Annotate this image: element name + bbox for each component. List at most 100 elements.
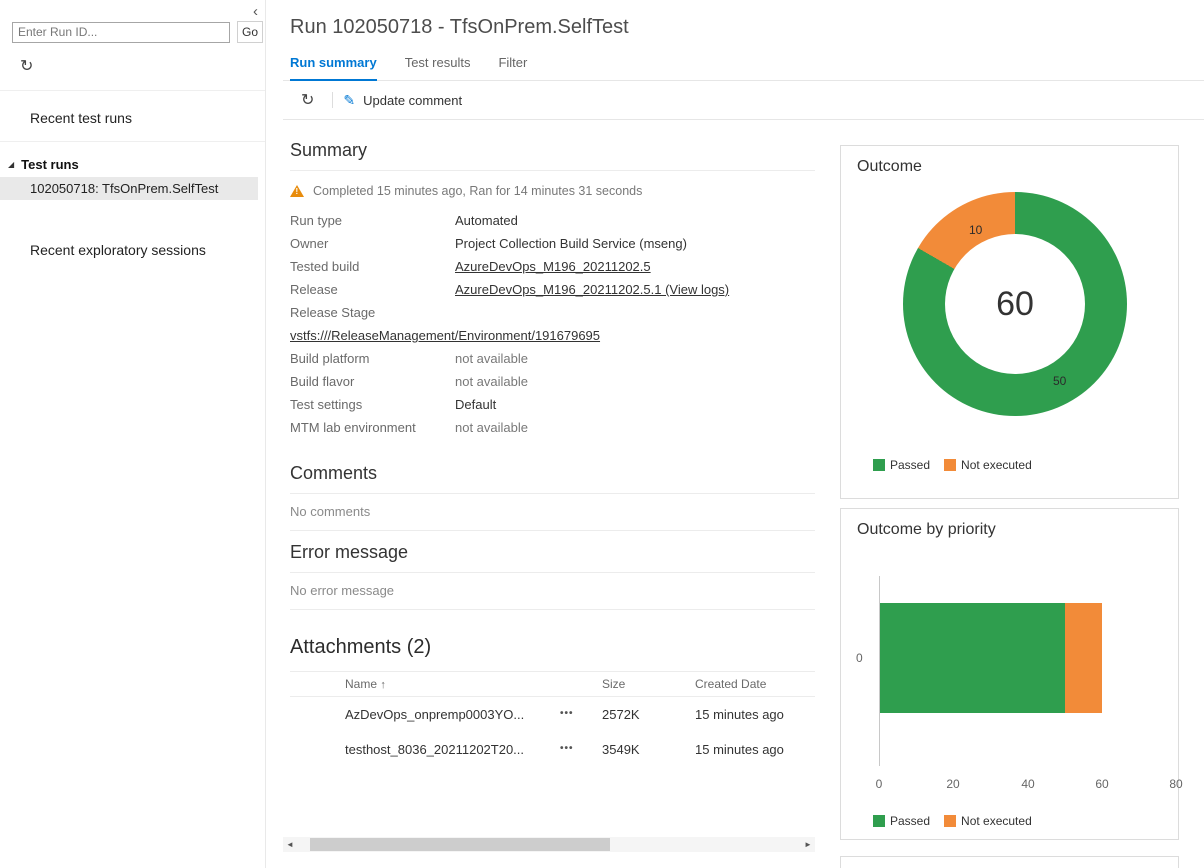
donut-label-not-executed: 10 bbox=[969, 223, 983, 237]
field-row: vstfs:///ReleaseManagement/Environment/1… bbox=[290, 324, 815, 347]
attachment-created: 15 minutes ago bbox=[695, 707, 784, 722]
outcome-donut-chart[interactable]: 10 50 60 bbox=[903, 192, 1127, 416]
x-tick: 0 bbox=[875, 777, 883, 791]
comments-heading: Comments bbox=[290, 452, 815, 494]
sidebar-item-selected-run[interactable]: 102050718: TfsOnPrem.SelfTest bbox=[0, 177, 258, 200]
field-value: Automated bbox=[455, 213, 518, 228]
field-row: Run type Automated bbox=[290, 209, 815, 232]
outcome-card: Outcome 10 50 60 Passed Not executed bbox=[840, 145, 1179, 499]
summary-heading: Summary bbox=[290, 129, 815, 171]
run-id-input[interactable] bbox=[12, 21, 230, 43]
x-tick: 20 bbox=[946, 777, 960, 791]
bar-segment-not-executed[interactable] bbox=[1065, 603, 1102, 713]
no-error-text: No error message bbox=[290, 573, 815, 610]
priority-stacked-bar bbox=[880, 603, 1176, 713]
pencil-icon: ✎ bbox=[343, 91, 356, 108]
collapse-chevron-icon[interactable]: ‹ bbox=[253, 3, 258, 20]
field-value: not available bbox=[455, 351, 528, 366]
release-link[interactable]: AzureDevOps_M196_20211202.5.1 (View logs… bbox=[455, 282, 730, 297]
tested-build-link[interactable]: AzureDevOps_M196_20211202.5 bbox=[455, 259, 651, 274]
tab-bar: Run summary Test results Filter bbox=[283, 55, 1204, 81]
run-status-line: ! Completed 15 minutes ago, Ran for 14 m… bbox=[290, 171, 815, 200]
column-header-name[interactable]: Name ↑ bbox=[345, 677, 602, 691]
scrollbar-thumb[interactable] bbox=[310, 838, 610, 851]
refresh-icon[interactable]: ↻ bbox=[301, 92, 315, 109]
priority-legend: Passed Not executed bbox=[873, 814, 1032, 828]
page-title: Run 102050718 - TfsOnPrem.SelfTest bbox=[290, 16, 629, 38]
priority-card-title: Outcome by priority bbox=[857, 521, 996, 538]
column-header-created[interactable]: Created Date bbox=[695, 677, 767, 691]
outcome-card-title: Outcome bbox=[857, 158, 922, 175]
field-label: Release bbox=[290, 282, 338, 297]
ellipsis-menu-icon[interactable]: ••• bbox=[560, 708, 574, 719]
field-label: Owner bbox=[290, 236, 329, 251]
tab-run-summary[interactable]: Run summary bbox=[290, 55, 377, 81]
bar-segment-passed[interactable] bbox=[880, 603, 1065, 713]
scroll-left-icon[interactable]: ◄ bbox=[286, 840, 294, 849]
sidebar-refresh-icon[interactable]: ↻ bbox=[20, 58, 34, 75]
column-header-size[interactable]: Size bbox=[602, 677, 626, 691]
sidebar-item-recent-test-runs[interactable]: Recent test runs bbox=[30, 110, 132, 126]
tree-expander-icon[interactable]: ◢ bbox=[8, 160, 15, 169]
field-label: Test settings bbox=[290, 397, 363, 412]
error-message-section: Error message No error message bbox=[290, 531, 815, 610]
summary-section: Summary ! Completed 15 minutes ago, Ran … bbox=[290, 129, 815, 439]
release-stage-link[interactable]: vstfs:///ReleaseManagement/Environment/1… bbox=[290, 328, 601, 343]
update-comment-button[interactable]: ✎ Update comment bbox=[343, 92, 462, 109]
legend-label-passed: Passed bbox=[890, 458, 931, 472]
scrollbar-track[interactable] bbox=[297, 837, 801, 852]
tree-header-test-runs[interactable]: ◢ Test runs bbox=[8, 157, 79, 172]
legend-item-passed: Passed bbox=[873, 814, 930, 828]
sidebar-divider bbox=[0, 141, 265, 142]
attachment-row[interactable]: testhost_8036_20211202T20... ••• 3549K 1… bbox=[290, 732, 815, 767]
field-label: Tested build bbox=[290, 259, 360, 274]
field-label: Release Stage bbox=[290, 305, 376, 320]
scroll-right-icon[interactable]: ► bbox=[804, 840, 812, 849]
field-row: Test settings Default bbox=[290, 393, 815, 416]
attachment-name-cell: AzDevOps_onpremp0003YO... ••• bbox=[345, 707, 602, 722]
field-label: Run type bbox=[290, 213, 343, 228]
tab-filter[interactable]: Filter bbox=[498, 55, 528, 70]
legend-label-not-executed: Not executed bbox=[961, 814, 1032, 828]
third-card-partial bbox=[840, 856, 1179, 868]
sort-ascending-icon: ↑ bbox=[380, 679, 386, 691]
donut-center-total: 60 bbox=[945, 234, 1085, 374]
legend-label-passed: Passed bbox=[890, 814, 931, 828]
warning-icon: ! bbox=[290, 185, 304, 197]
main-header: Run 102050718 - TfsOnPrem.SelfTest Run s… bbox=[283, 0, 1204, 120]
donut-label-passed: 50 bbox=[1053, 374, 1067, 388]
x-tick: 60 bbox=[1095, 777, 1109, 791]
run-id-search: Go bbox=[12, 21, 264, 43]
field-row: Build platform not available bbox=[290, 347, 815, 370]
field-row: Build flavor not available bbox=[290, 370, 815, 393]
no-comments-text: No comments bbox=[290, 494, 815, 531]
legend-item-passed: Passed bbox=[873, 458, 930, 472]
run-summary-content: Summary ! Completed 15 minutes ago, Ran … bbox=[283, 129, 815, 868]
field-value: not available bbox=[455, 374, 528, 389]
field-row: Release AzureDevOps_M196_20211202.5.1 (V… bbox=[290, 278, 815, 301]
field-label: Build platform bbox=[290, 351, 370, 366]
field-label: MTM lab environment bbox=[290, 420, 416, 435]
horizontal-scrollbar[interactable]: ◄ ► bbox=[283, 837, 815, 852]
attachments-table-header: Name ↑ Size Created Date bbox=[290, 671, 815, 697]
attachments-heading: Attachments (2) bbox=[290, 636, 432, 658]
summary-fields: Run type Automated Owner Project Collect… bbox=[290, 209, 815, 439]
tab-test-results[interactable]: Test results bbox=[404, 55, 471, 70]
attachment-row[interactable]: AzDevOps_onpremp0003YO... ••• 2572K 15 m… bbox=[290, 697, 815, 732]
passed-swatch-icon bbox=[873, 459, 885, 471]
attachment-name-link[interactable]: testhost_8036_20211202T20... bbox=[345, 742, 525, 757]
field-value: Project Collection Build Service (mseng) bbox=[455, 236, 687, 251]
field-label: Build flavor bbox=[290, 374, 355, 389]
x-tick: 80 bbox=[1169, 777, 1183, 791]
priority-bar-chart: 0 0 20 40 60 80 bbox=[856, 576, 1183, 791]
field-row: Release Stage bbox=[290, 301, 815, 324]
tree-header-label: Test runs bbox=[21, 157, 79, 172]
ellipsis-menu-icon[interactable]: ••• bbox=[560, 743, 574, 754]
field-value: Default bbox=[455, 397, 497, 412]
attachment-name-link[interactable]: AzDevOps_onpremp0003YO... bbox=[345, 707, 525, 722]
attachment-name-cell: testhost_8036_20211202T20... ••• bbox=[345, 742, 602, 757]
priority-category-label: 0 bbox=[856, 651, 863, 665]
sidebar-item-recent-exploratory-sessions[interactable]: Recent exploratory sessions bbox=[30, 242, 206, 258]
go-button[interactable]: Go bbox=[237, 21, 264, 43]
